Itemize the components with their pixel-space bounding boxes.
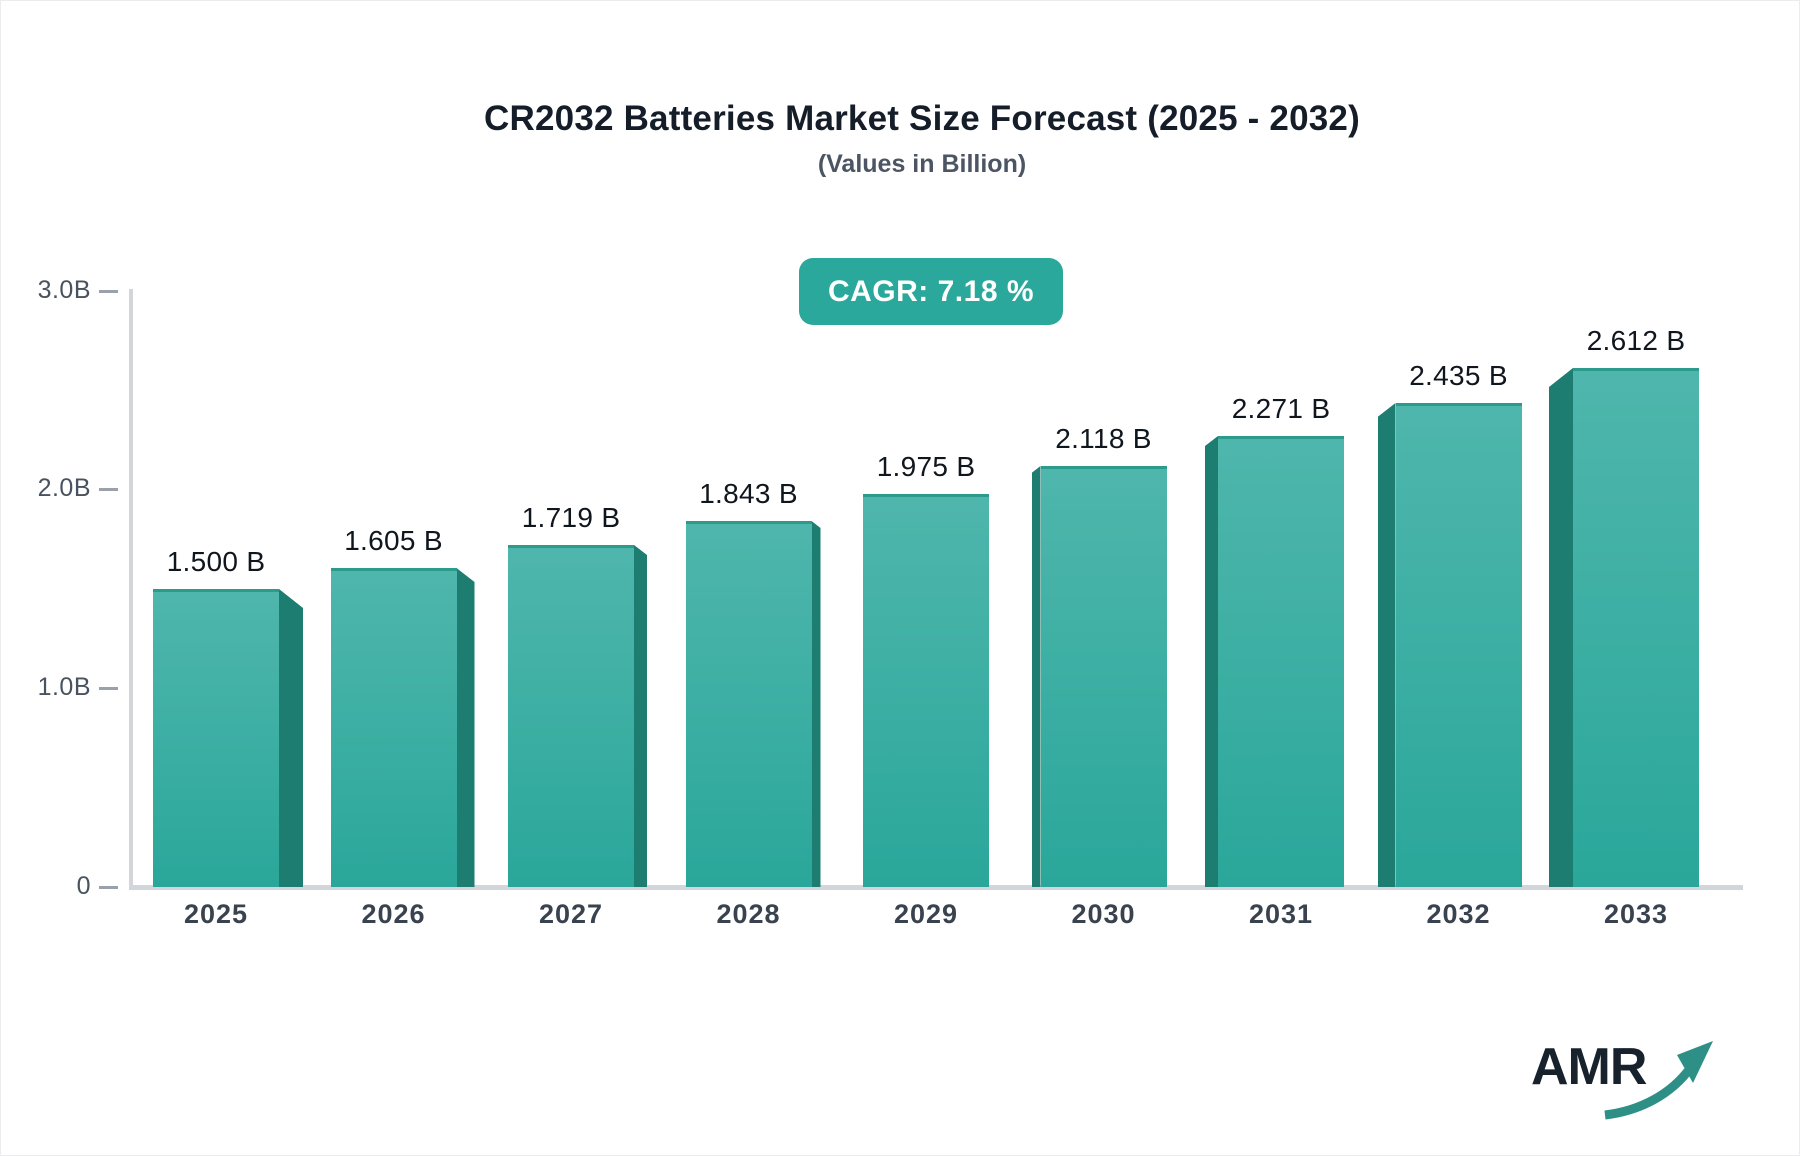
bar-value-label: 2.435 B bbox=[1409, 360, 1508, 391]
y-axis-tick bbox=[99, 687, 118, 691]
y-axis-tick-label: 0 bbox=[76, 872, 91, 900]
chart-subtitle: (Values in Billion) bbox=[817, 150, 1027, 178]
amr-logo-text: AMR bbox=[1531, 1038, 1647, 1096]
bar bbox=[153, 589, 279, 887]
bar bbox=[508, 545, 634, 887]
bar-3d-side bbox=[811, 521, 821, 887]
x-axis-category-label: 2028 bbox=[716, 899, 781, 929]
x-axis-category-label: 2026 bbox=[361, 899, 426, 929]
bar-value-label: 2.271 B bbox=[1231, 393, 1331, 424]
bar bbox=[1218, 436, 1344, 887]
bar-value-label: 1.719 B bbox=[521, 502, 621, 533]
bar-value-label: 2.612 B bbox=[1586, 325, 1686, 356]
y-axis-line bbox=[129, 289, 133, 890]
bar-value-label: 1.843 B bbox=[699, 478, 798, 509]
bar-value-label: 1.975 B bbox=[876, 451, 976, 482]
y-axis-tick bbox=[99, 488, 118, 492]
x-axis-category-label: 2027 bbox=[538, 899, 604, 929]
y-axis-tick bbox=[99, 886, 118, 889]
x-axis-category-label: 2033 bbox=[1603, 899, 1669, 929]
y-axis-tick-label: 1.0B bbox=[37, 673, 91, 702]
bar-value-label: 2.118 B bbox=[1055, 423, 1152, 454]
bar bbox=[330, 568, 457, 887]
cagr-badge: CAGR: 7.18 % bbox=[799, 258, 1063, 325]
bar bbox=[1040, 466, 1167, 887]
bar bbox=[1395, 403, 1522, 887]
cagr-badge-label: CAGR: 7.18 % bbox=[827, 274, 1035, 308]
bar-value-label: 1.500 B bbox=[166, 546, 266, 577]
y-axis-tick bbox=[99, 289, 118, 293]
y-axis-tick-label: 3.0B bbox=[37, 275, 91, 304]
bar bbox=[685, 521, 812, 887]
bar-3d-side bbox=[1205, 436, 1218, 887]
bar-3d-side bbox=[634, 545, 647, 887]
bar-3d-side bbox=[1549, 368, 1573, 887]
x-axis-category-label: 2025 bbox=[183, 899, 249, 929]
bar-3d-side bbox=[279, 589, 303, 887]
chart-title: CR2032 Batteries Market Size Forecast (2… bbox=[484, 99, 1360, 138]
x-axis-category-label: 2029 bbox=[893, 899, 959, 929]
growth-arrow-icon bbox=[1604, 1041, 1713, 1120]
x-axis-category-label: 2032 bbox=[1426, 899, 1491, 929]
x-axis-category-label: 2030 bbox=[1071, 899, 1136, 929]
x-axis-category-label: 2031 bbox=[1248, 899, 1314, 929]
bar bbox=[1573, 368, 1699, 887]
y-axis-tick-label: 2.0B bbox=[37, 474, 91, 503]
bar bbox=[863, 494, 989, 887]
bar-3d-side bbox=[456, 568, 475, 887]
bar-3d-side bbox=[1031, 466, 1041, 887]
amr-logo: AMR bbox=[1521, 1023, 1741, 1123]
bar-value-label: 1.605 B bbox=[344, 525, 443, 556]
bar-3d-side bbox=[1377, 403, 1396, 887]
x-axis-line bbox=[129, 885, 1743, 890]
